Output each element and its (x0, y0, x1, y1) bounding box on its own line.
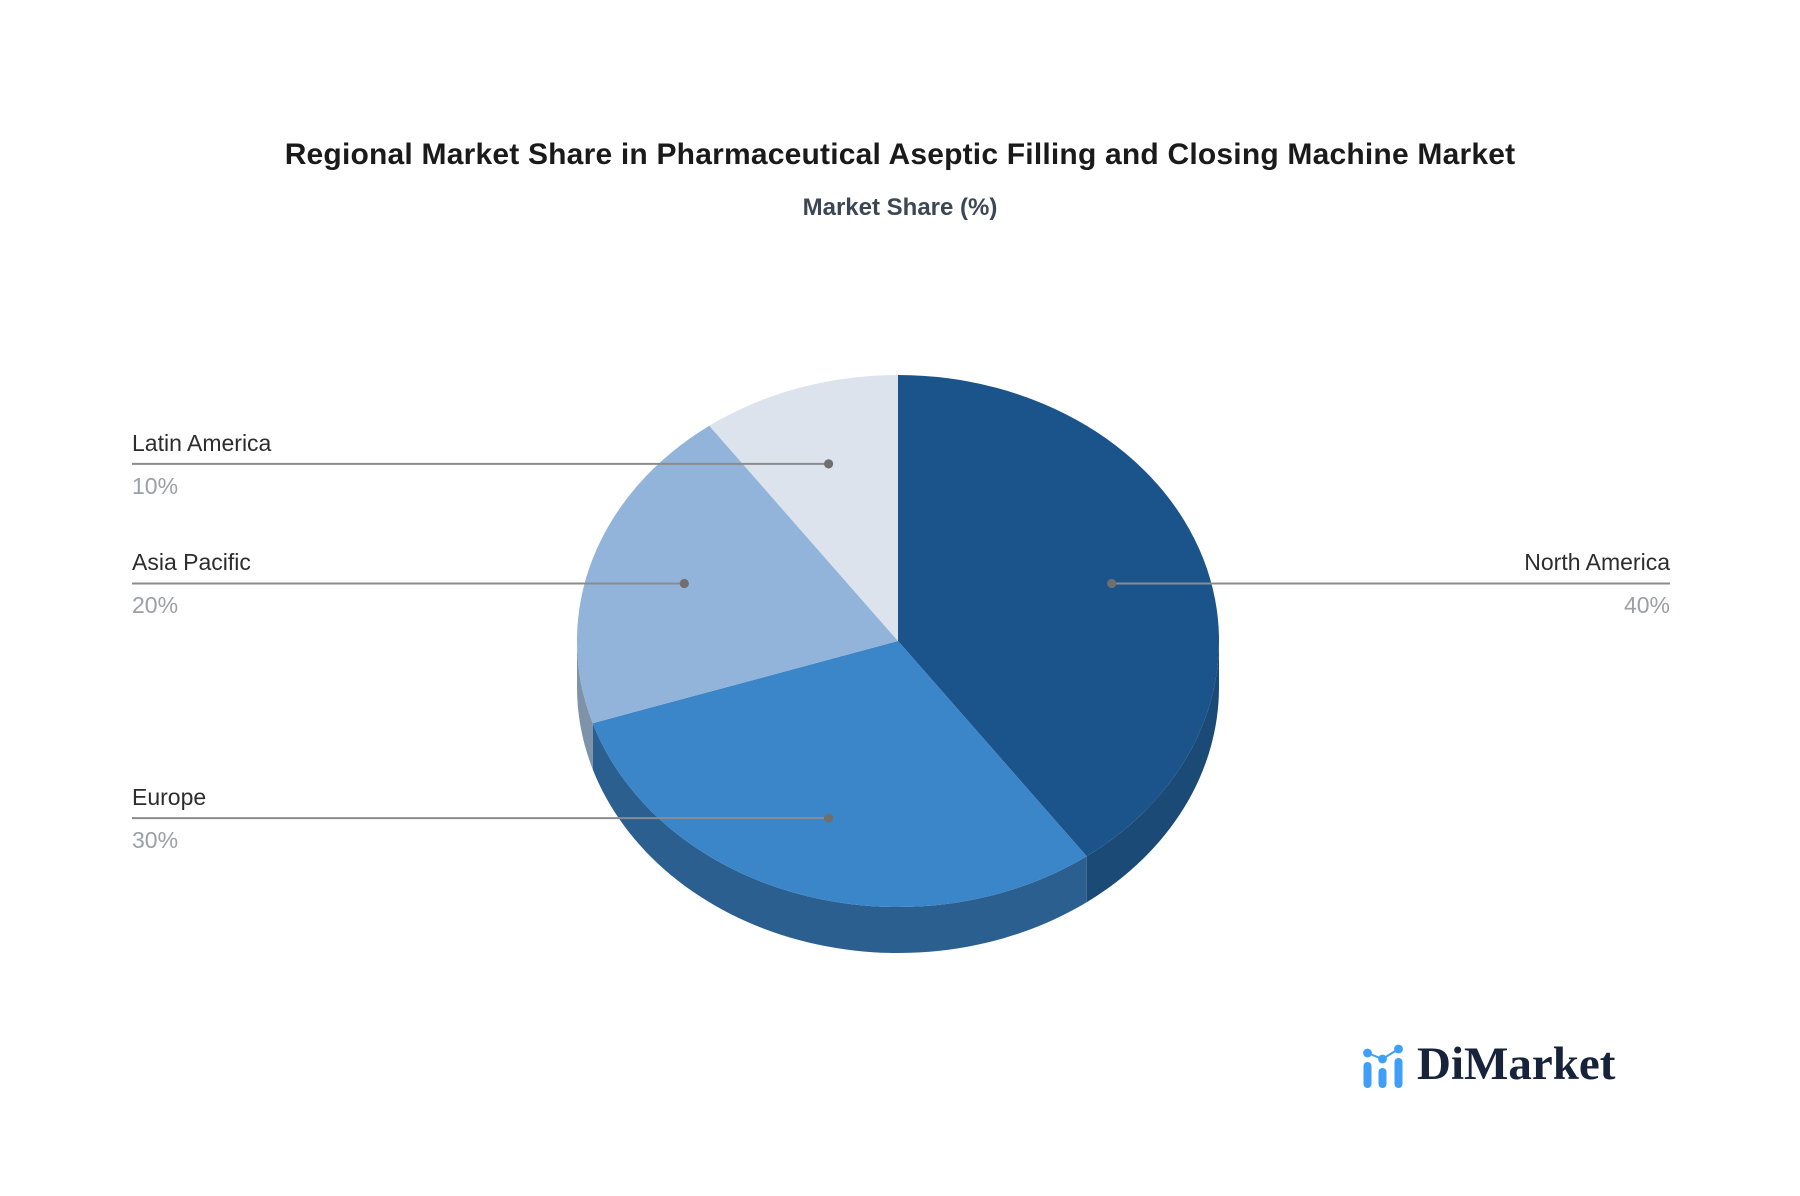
callout-label-europe: Europe (132, 784, 207, 811)
callout-value-latin-america: 10% (132, 472, 179, 499)
callout-dot-north-america (1107, 578, 1117, 589)
callout-value-europe: 30% (132, 827, 179, 854)
pie-slice-north-america[interactable] (898, 374, 1220, 857)
pie-slice-side-asia-pacific (577, 641, 593, 770)
pie-slice-latin-america[interactable] (709, 375, 898, 641)
pie-slice-asia-pacific[interactable] (576, 425, 898, 724)
dimarket-logo: DiMarket (1363, 1040, 1615, 1088)
chart-subtitle: Market Share (%) (802, 194, 998, 221)
pie-slice-europe[interactable] (592, 641, 1087, 908)
callout-dot-latin-america (824, 459, 834, 469)
callout-label-asia-pacific: Asia Pacific (132, 549, 251, 576)
callout-label-latin-america: Latin America (132, 429, 272, 456)
callout-dot-europe (824, 813, 834, 823)
callout-label-north-america: North America (1524, 549, 1670, 576)
callout-value-asia-pacific: 20% (132, 592, 179, 619)
pie-slice-side-north-america (1086, 641, 1219, 903)
callout-value-north-america: 40% (1623, 592, 1670, 619)
bar-line-chart-icon (1363, 1044, 1403, 1088)
chart-title: Regional Market Share in Pharmaceutical … (284, 138, 1516, 171)
callout-dot-asia-pacific (679, 578, 689, 589)
dimarket-logo-text: DiMarket (1417, 1038, 1616, 1090)
pie-slice-side-europe (592, 723, 1087, 954)
